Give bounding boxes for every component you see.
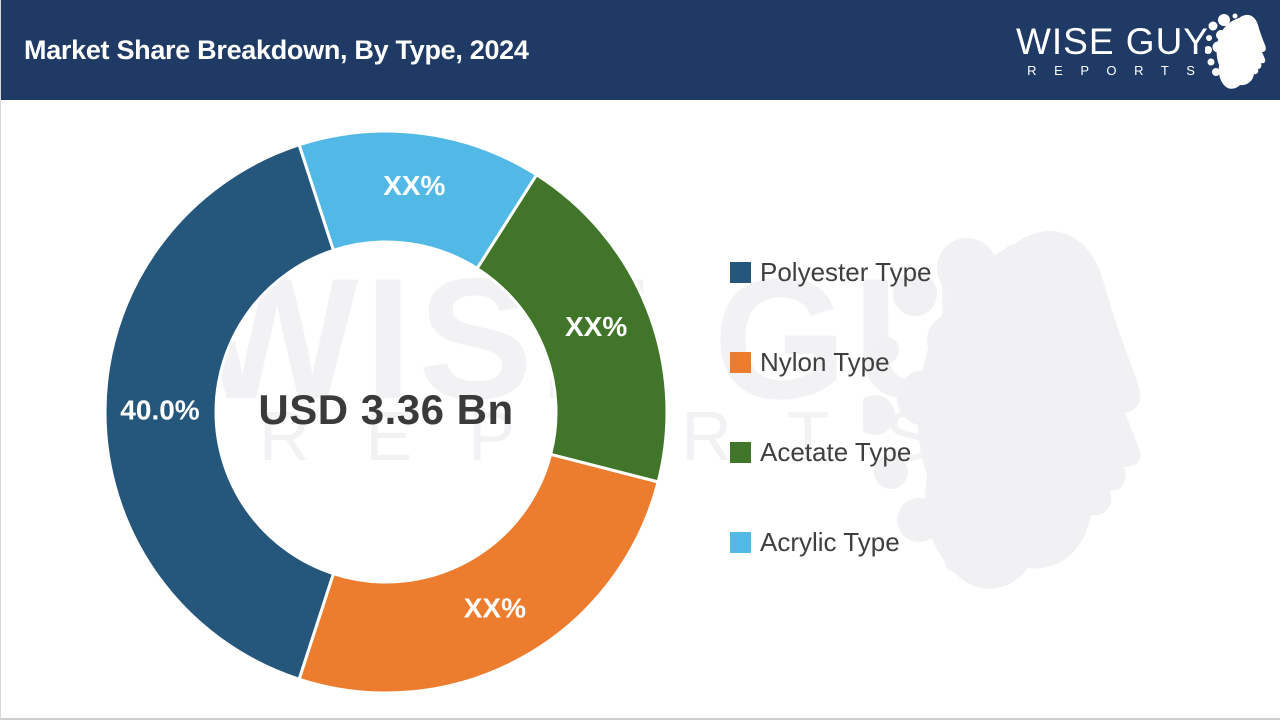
donut-chart-area: 40.0% XX% XX% XX% USD 3.36 Bn: [1, 100, 721, 718]
legend-swatch-icon: [730, 441, 751, 463]
logo-wordmark: WISE GUY: [1015, 20, 1209, 62]
legend-item-acrylic-type: Acrylic Type: [730, 529, 932, 555]
logo-reports-text: R E P O R T S: [1027, 62, 1202, 78]
legend-label: Nylon Type: [760, 347, 890, 377]
legend-item-nylon-type: Nylon Type: [730, 349, 932, 375]
segment-label: XX%: [565, 311, 627, 342]
donut-segment-acrylic-type: [297, 129, 539, 270]
legend-item-polyester-type: Polyester Type: [730, 259, 932, 285]
logo-face-icon: [1205, 13, 1266, 89]
donut-center-value: USD 3.36 Bn: [258, 386, 514, 433]
donut-segment-acetate-type: [475, 173, 669, 484]
donut-segment-polyester-type: [103, 143, 335, 681]
donut-segment-nylon-type: [297, 452, 660, 695]
wiseguy-logo: WISE GUY R E P O R T S: [1016, 6, 1267, 94]
bottom-border: [1, 718, 1280, 720]
donut-chart: 40.0% XX% XX% XX%: [103, 129, 669, 695]
legend-item-acetate-type: Acetate Type: [730, 439, 932, 465]
legend-label: Polyester Type: [760, 257, 932, 287]
header-bar: Market Share Breakdown, By Type, 2024 WI…: [1, 0, 1280, 100]
watermark-face-icon: [863, 230, 1141, 589]
legend: Polyester Type Nylon Type Acetate Type Acry…: [730, 259, 932, 619]
legend-swatch-icon: [730, 351, 751, 373]
legend-label: Acrylic Type: [760, 527, 900, 557]
segment-label: XX%: [383, 170, 445, 201]
legend-swatch-icon: [730, 261, 751, 283]
chart-title: Market Share Breakdown, By Type, 2024: [24, 34, 529, 65]
legend-swatch-icon: [730, 531, 751, 553]
logo-text-block: WISE GUY R E P O R T S: [1015, 20, 1209, 78]
legend-label: Acetate Type: [760, 437, 912, 467]
segment-label: XX%: [464, 592, 526, 623]
segment-label: 40.0%: [120, 394, 199, 425]
